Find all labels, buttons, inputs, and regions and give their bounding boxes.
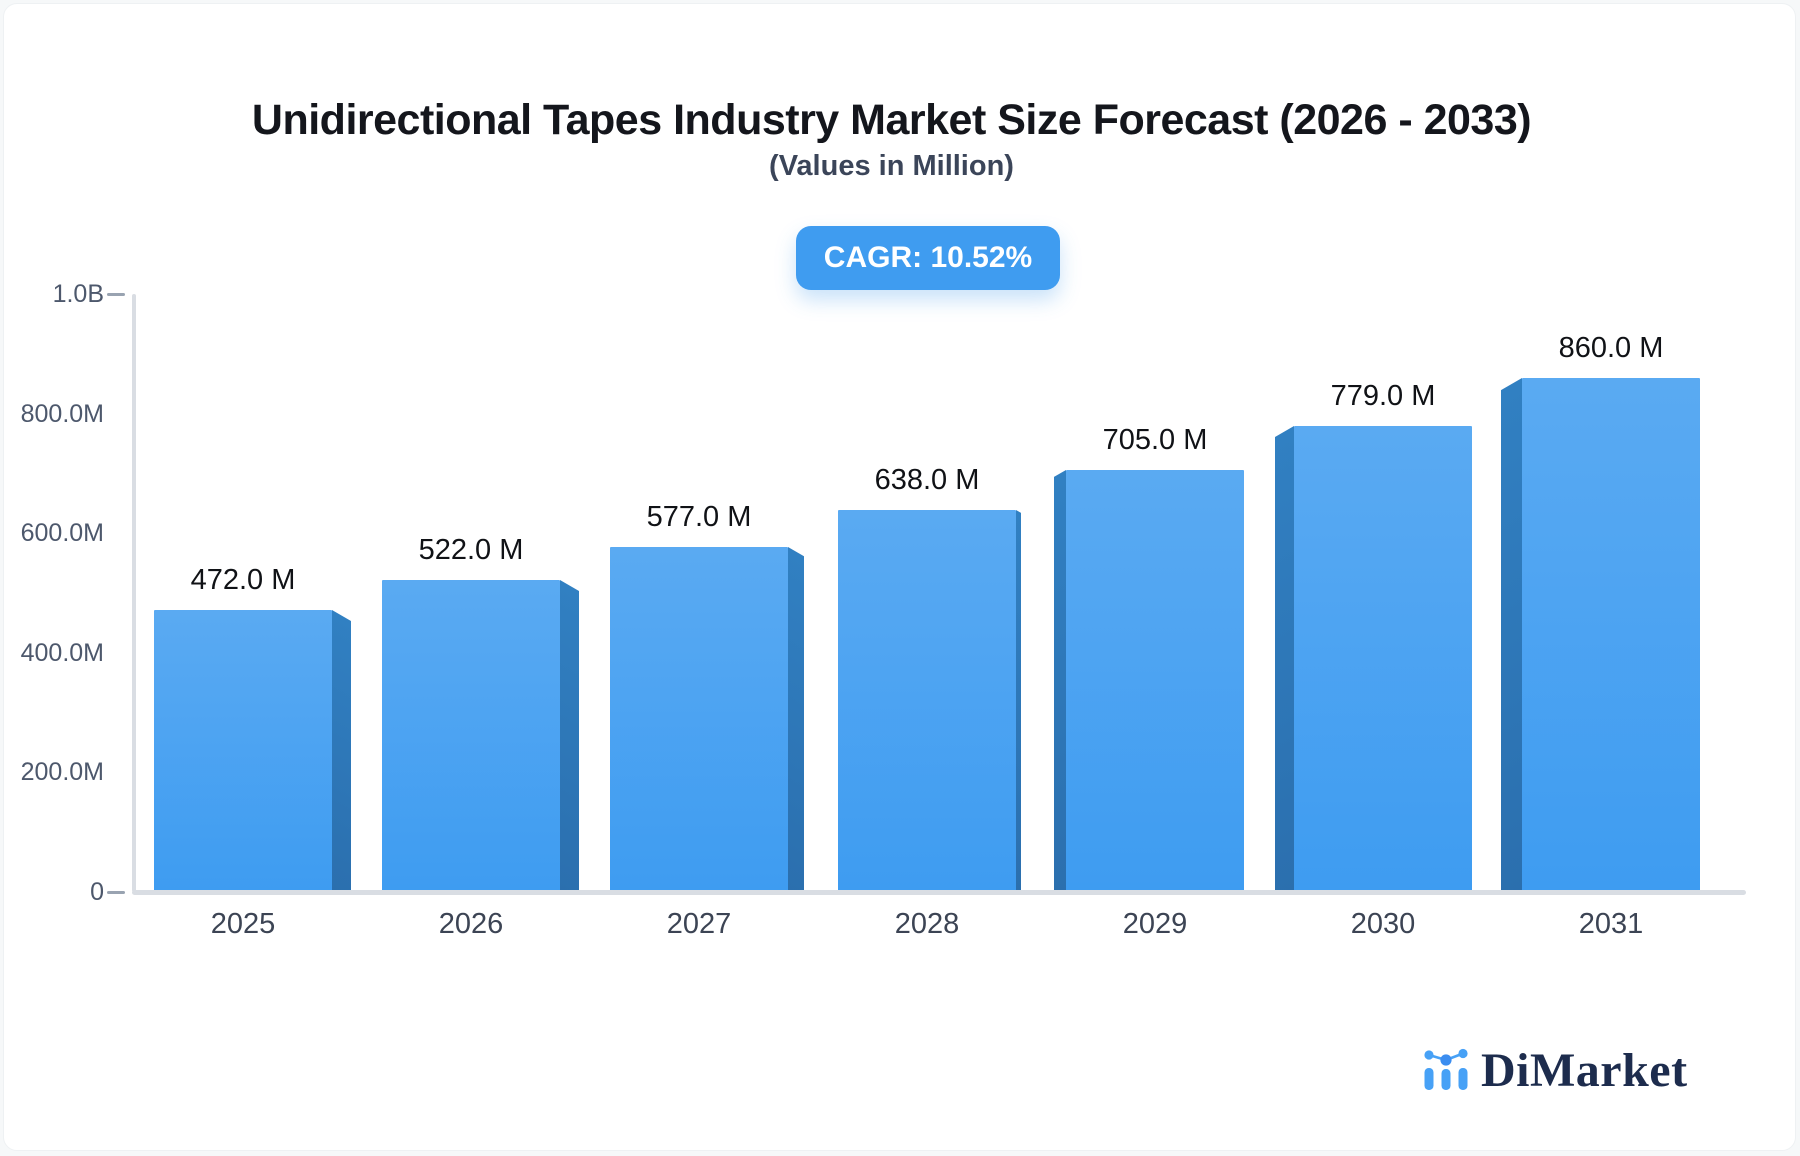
- plot-area: 472.0 M 522.0 M 577.0 M 638.0 M 705.0 M 779.0…: [4, 4, 1788, 892]
- bar-chart-logo-icon: [1424, 1048, 1468, 1090]
- bar-3d-side-2025: [332, 610, 351, 892]
- y-axis-label: 0: [90, 878, 104, 906]
- y-axis-tick: [107, 293, 125, 296]
- y-axis-label: 400.0M: [20, 638, 104, 667]
- chart-card: Unidirectional Tapes Industry Market Siz…: [3, 3, 1796, 1151]
- x-axis-label-2025: 2025: [210, 908, 276, 940]
- bar-2030: [1294, 426, 1472, 892]
- bar-value-label-2028: 638.0 M: [874, 464, 980, 496]
- x-axis-label-2029: 2029: [1122, 908, 1188, 940]
- y-axis-line: [132, 294, 136, 892]
- x-axis-baseline: [132, 890, 1746, 895]
- bar-3d-side-2026: [560, 580, 579, 892]
- chart-subtitle: (Values in Million): [769, 150, 1014, 182]
- bar-3d-side-2029: [1054, 470, 1066, 892]
- y-axis-label: 800.0M: [20, 399, 104, 428]
- y-axis-label: 200.0M: [20, 758, 104, 787]
- x-axis-label-2027: 2027: [666, 908, 732, 940]
- bar-2025: [154, 610, 332, 892]
- x-axis-label-2028: 2028: [894, 908, 960, 940]
- y-axis-tick: [107, 891, 125, 894]
- bar-value-label-2029: 705.0 M: [1102, 424, 1208, 456]
- bar-value-label-2031: 860.0 M: [1558, 332, 1664, 364]
- chart-title: Unidirectional Tapes Industry Market Siz…: [251, 96, 1532, 144]
- bar-value-label-2030: 779.0 M: [1330, 380, 1436, 412]
- y-axis-label: 600.0M: [20, 519, 104, 548]
- bar-3d-side-2031: [1501, 378, 1522, 892]
- bar-3d-side-2027: [788, 547, 804, 892]
- x-axis-label-2026: 2026: [438, 908, 504, 940]
- bar-3d-side-2028: [1016, 510, 1021, 892]
- brand-logo: DiMarket: [1422, 1043, 1688, 1097]
- brand-name: DiMarket: [1481, 1043, 1688, 1097]
- cagr-badge: CAGR: 10.52%: [796, 226, 1060, 290]
- y-axis-label: 1.0B: [52, 280, 104, 308]
- bar-2027: [610, 547, 788, 892]
- bar-value-label-2025: 472.0 M: [190, 564, 296, 596]
- bar-3d-side-2030: [1275, 426, 1294, 892]
- bar-2026: [382, 580, 560, 892]
- bar-value-label-2027: 577.0 M: [646, 501, 752, 533]
- x-axis-label-2030: 2030: [1350, 908, 1416, 940]
- x-axis-label-2031: 2031: [1578, 908, 1644, 940]
- bar-2029: [1066, 470, 1244, 892]
- bar-2028: [838, 510, 1016, 892]
- bar-2031: [1522, 378, 1700, 892]
- bar-value-label-2026: 522.0 M: [418, 534, 524, 566]
